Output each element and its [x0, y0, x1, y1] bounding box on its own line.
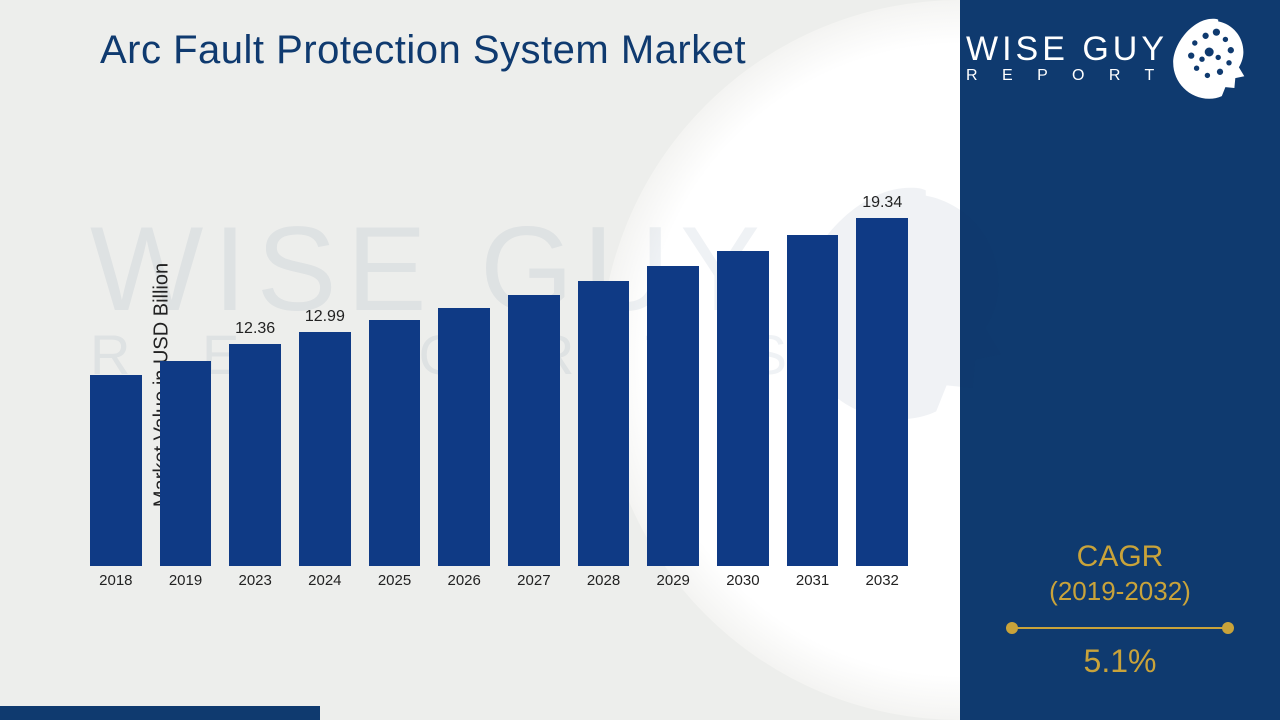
bar-wrap [508, 170, 560, 566]
cagr-range: (2019-2032) [1000, 576, 1240, 607]
bar-wrap: 12.36 [229, 170, 281, 566]
bar-wrap [578, 170, 630, 566]
bar [369, 320, 421, 566]
cagr-value: 5.1% [1000, 643, 1240, 680]
brand-main: WISE GUY [966, 30, 1199, 69]
chart-title: Arc Fault Protection System Market [100, 28, 746, 73]
bar-wrap [647, 170, 699, 566]
bar [438, 308, 490, 566]
bar-wrap [438, 170, 490, 566]
bars-container: 12.36 12.99 19.34 [90, 170, 908, 566]
bar [508, 295, 560, 566]
x-tick: 2019 [160, 566, 212, 600]
bar-wrap: 12.99 [299, 170, 351, 566]
bar-value-label: 19.34 [862, 194, 902, 216]
x-tick: 2023 [229, 566, 281, 600]
bar [856, 218, 908, 566]
brand-logo: WISE GUY R E P O R T S [966, 22, 1256, 112]
bar-wrap [717, 170, 769, 566]
plot-area: 12.36 12.99 19.34 [90, 170, 908, 566]
x-tick: 2025 [369, 566, 421, 600]
bottom-accent-strip [0, 706, 320, 720]
bar [160, 361, 212, 566]
x-tick: 2028 [578, 566, 630, 600]
bar [229, 344, 281, 566]
x-tick: 2024 [299, 566, 351, 600]
cagr-divider [1012, 627, 1228, 629]
bar-value-label: 12.99 [305, 308, 345, 330]
bar [299, 332, 351, 566]
x-tick: 2029 [647, 566, 699, 600]
x-tick: 2032 [856, 566, 908, 600]
cagr-label: CAGR [1000, 540, 1240, 574]
bar [647, 266, 699, 566]
bar-wrap [90, 170, 142, 566]
bar-wrap [369, 170, 421, 566]
cagr-block: CAGR (2019-2032) 5.1% [1000, 540, 1240, 680]
bar [787, 235, 839, 566]
brand-head-icon [1166, 16, 1256, 106]
brand-sub: R E P O R T S [966, 67, 1199, 85]
x-tick: 2026 [438, 566, 490, 600]
bar-wrap [787, 170, 839, 566]
bar-chart: Market Value in USD Billion 12.3612.9919… [78, 170, 908, 600]
infographic-stage: Arc Fault Protection System Market WISE … [0, 0, 1280, 720]
x-ticks: 2018 2019 2023 2024 2025 2026 2027 2028 2029 2030… [90, 566, 908, 600]
x-tick: 2031 [787, 566, 839, 600]
x-tick: 2027 [508, 566, 560, 600]
bar [717, 251, 769, 566]
bar-wrap [160, 170, 212, 566]
bar [90, 375, 142, 566]
x-tick: 2030 [717, 566, 769, 600]
bar-wrap: 19.34 [856, 170, 908, 566]
bar [578, 281, 630, 566]
bar-value-label: 12.36 [235, 320, 275, 342]
x-tick: 2018 [90, 566, 142, 600]
